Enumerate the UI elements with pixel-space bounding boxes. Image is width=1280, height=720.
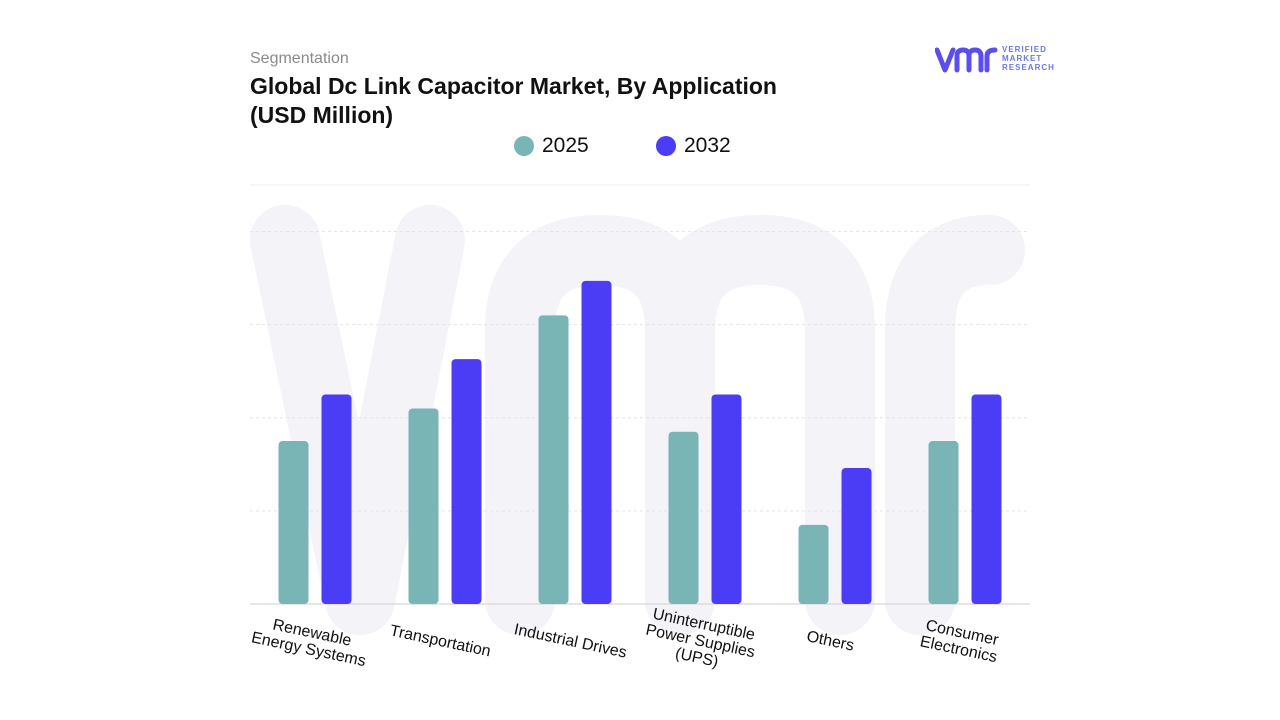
chart-title-line1: Global Dc Link Capacitor Market, By Appl…: [250, 73, 777, 99]
bar-2032-3: [711, 394, 742, 604]
bar-2025-5: [928, 441, 959, 604]
watermark-logo-icon: [250, 205, 1025, 635]
legend-item-2025: 2025: [514, 134, 589, 158]
bar-2032-5: [971, 394, 1002, 604]
logo-line-research: RESEARCH: [1002, 63, 1055, 72]
bar-2032-0: [321, 394, 352, 604]
bar-2025-2: [538, 315, 569, 604]
bar-2032-4: [841, 468, 872, 604]
chart-legend: 2025 2032: [0, 134, 1280, 164]
chart-subtitle: Segmentation: [250, 50, 349, 67]
legend-label-2025: 2025: [542, 134, 589, 157]
bar-2025-4: [798, 524, 829, 604]
chart-title-line2: (USD Million): [250, 102, 394, 128]
x-tick-label-line: Industrial Drives: [512, 621, 628, 661]
bar-2025-0: [278, 441, 309, 604]
bar-2032-2: [581, 280, 612, 604]
x-tick-label: UninterruptiblePower Supplies(UPS): [641, 605, 760, 678]
x-tick-label-line: Transportation: [388, 622, 492, 660]
legend-label-2032: 2032: [684, 134, 731, 157]
legend-swatch-2025: [514, 136, 534, 156]
x-tick-label: Transportation: [388, 622, 492, 660]
logo-line-market: MARKET: [1002, 54, 1043, 63]
bar-2032-1: [451, 359, 482, 604]
vmr-logo-icon: [935, 47, 998, 73]
legend-swatch-2032: [656, 136, 676, 156]
legend-item-2032: 2032: [656, 134, 731, 158]
logo-line-verified: VERIFIED: [1002, 45, 1047, 54]
vmr-logo-text: VERIFIED MARKET RESEARCH: [1002, 45, 1055, 72]
x-tick-label: Industrial Drives: [512, 621, 628, 661]
bar-2025-3: [668, 431, 699, 604]
x-tick-label: ConsumerElectronics: [918, 617, 1002, 667]
bar-2025-1: [408, 408, 439, 604]
chart-title: Global Dc Link Capacitor Market, By Appl…: [250, 72, 850, 130]
